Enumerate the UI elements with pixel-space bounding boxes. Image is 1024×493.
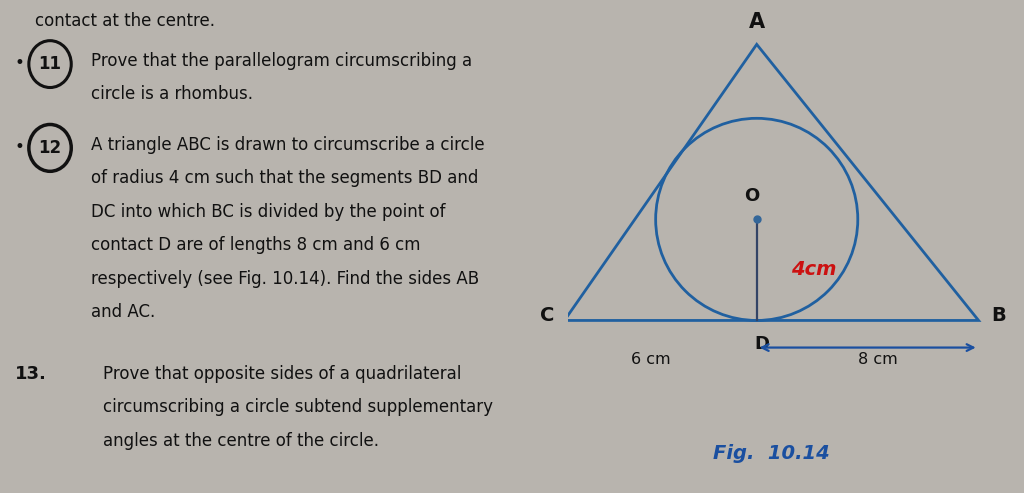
Text: 13.: 13. bbox=[14, 365, 47, 383]
Text: contact D are of lengths 8 cm and 6 cm: contact D are of lengths 8 cm and 6 cm bbox=[91, 236, 421, 254]
Text: 11: 11 bbox=[39, 55, 61, 73]
Text: 8 cm: 8 cm bbox=[858, 352, 897, 367]
Text: B: B bbox=[991, 306, 1006, 325]
Text: Fig.  10.14: Fig. 10.14 bbox=[713, 444, 829, 463]
Text: and AC.: and AC. bbox=[91, 303, 156, 321]
Text: A triangle ABC is drawn to circumscribe a circle: A triangle ABC is drawn to circumscribe … bbox=[91, 136, 485, 154]
Text: contact at the centre.: contact at the centre. bbox=[35, 12, 215, 31]
Text: Prove that the parallelogram circumscribing a: Prove that the parallelogram circumscrib… bbox=[91, 52, 472, 70]
Text: 6 cm: 6 cm bbox=[631, 352, 671, 367]
Text: respectively (see Fig. 10.14). Find the sides AB: respectively (see Fig. 10.14). Find the … bbox=[91, 270, 479, 288]
Text: DC into which BC is divided by the point of: DC into which BC is divided by the point… bbox=[91, 203, 445, 221]
Text: O: O bbox=[744, 186, 760, 205]
Text: A: A bbox=[749, 12, 765, 32]
Text: circumscribing a circle subtend supplementary: circumscribing a circle subtend suppleme… bbox=[103, 398, 493, 417]
Text: 12: 12 bbox=[39, 139, 61, 157]
Text: angles at the centre of the circle.: angles at the centre of the circle. bbox=[103, 432, 379, 450]
Text: of radius 4 cm such that the segments BD and: of radius 4 cm such that the segments BD… bbox=[91, 169, 478, 187]
Text: •: • bbox=[14, 54, 25, 72]
Text: 4cm: 4cm bbox=[792, 260, 837, 280]
Text: C: C bbox=[541, 306, 555, 325]
Text: Prove that opposite sides of a quadrilateral: Prove that opposite sides of a quadrilat… bbox=[103, 365, 462, 383]
Text: D: D bbox=[754, 335, 769, 353]
Text: •: • bbox=[14, 138, 25, 156]
Text: circle is a rhombus.: circle is a rhombus. bbox=[91, 85, 253, 104]
